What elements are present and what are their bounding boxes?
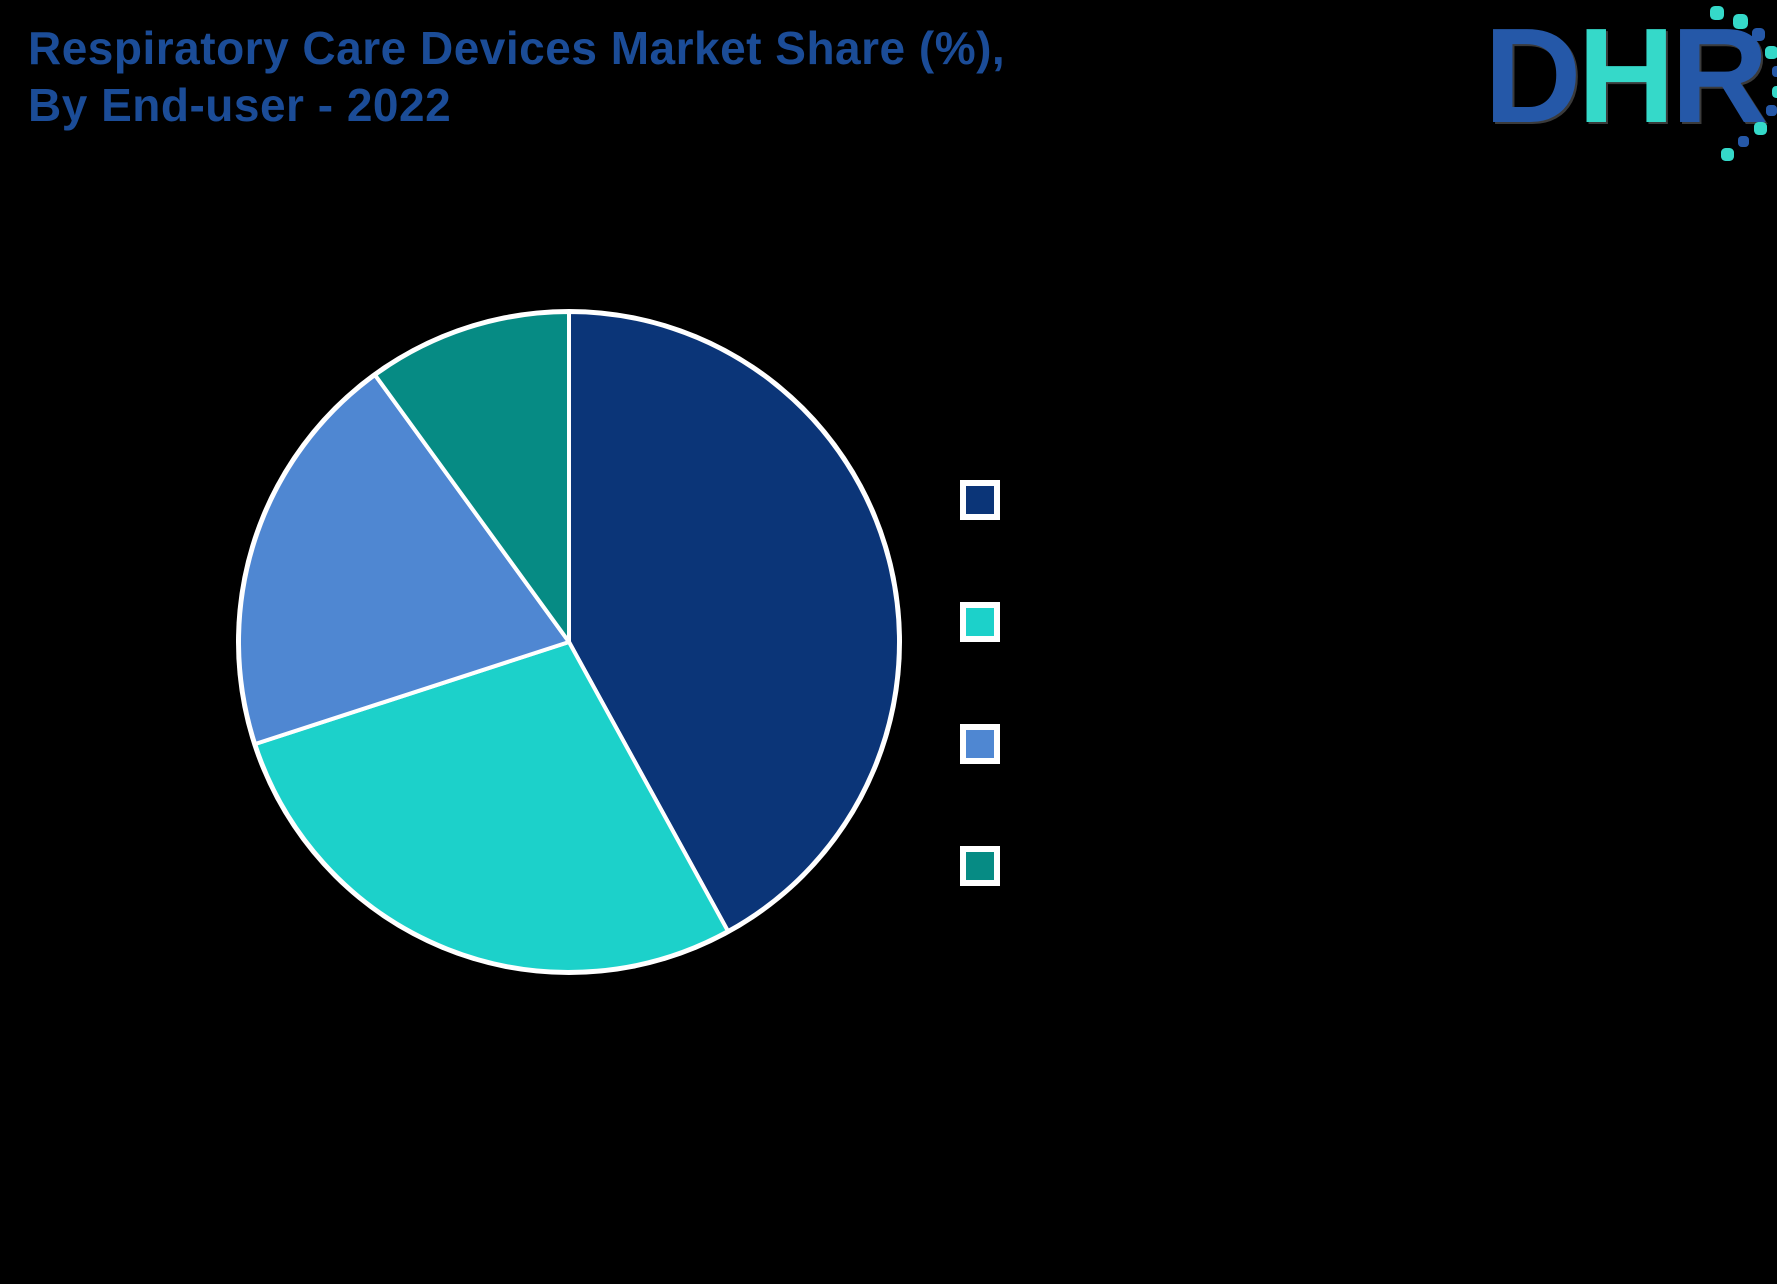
chart-title-line1: Respiratory Care Devices Market Share (%… bbox=[28, 22, 1006, 74]
logo-letter-d: D bbox=[1484, 0, 1581, 151]
logo-dot-7 bbox=[1766, 105, 1777, 116]
pie-slice-1 bbox=[567, 310, 901, 934]
legend-swatch-frame-4 bbox=[960, 846, 1000, 886]
dhr-logo: DHR bbox=[1484, 6, 1777, 168]
chart-title: Respiratory Care Devices Market Share (%… bbox=[28, 20, 1005, 134]
logo-dot-10 bbox=[1721, 148, 1734, 161]
logo-dot-2 bbox=[1733, 14, 1748, 29]
logo-dot-8 bbox=[1754, 122, 1767, 135]
dhr-logo-letters: DHR bbox=[1484, 8, 1777, 143]
legend-item-4 bbox=[960, 846, 1018, 886]
pie-slice-2 bbox=[253, 640, 730, 974]
logo-letter-h: H bbox=[1577, 0, 1675, 151]
chart-title-line2: By End-user - 2022 bbox=[28, 79, 452, 131]
legend-swatch-frame-2 bbox=[960, 602, 1000, 642]
logo-letter-r: R bbox=[1671, 0, 1768, 151]
legend bbox=[960, 480, 1018, 968]
logo-dot-4 bbox=[1765, 46, 1777, 59]
legend-swatch-frame-3 bbox=[960, 724, 1000, 764]
legend-item-3 bbox=[960, 724, 1018, 764]
logo-dot-3 bbox=[1752, 28, 1765, 41]
pie-slices bbox=[236, 310, 901, 974]
pie-slice-4 bbox=[373, 310, 571, 644]
legend-swatch-4 bbox=[966, 852, 994, 880]
legend-swatch-frame-1 bbox=[960, 480, 1000, 520]
legend-swatch-1 bbox=[966, 486, 994, 514]
legend-item-2 bbox=[960, 602, 1018, 642]
legend-swatch-3 bbox=[966, 730, 994, 758]
logo-dot-9 bbox=[1738, 136, 1749, 147]
logo-dot-11 bbox=[1746, 52, 1754, 60]
logo-dot-5 bbox=[1772, 66, 1777, 77]
logo-dot-6 bbox=[1772, 86, 1777, 98]
legend-item-1 bbox=[960, 480, 1018, 520]
logo-dot-1 bbox=[1710, 6, 1724, 20]
pie-chart bbox=[236, 309, 902, 975]
pie-slice-3 bbox=[236, 373, 571, 746]
legend-swatch-2 bbox=[966, 608, 994, 636]
